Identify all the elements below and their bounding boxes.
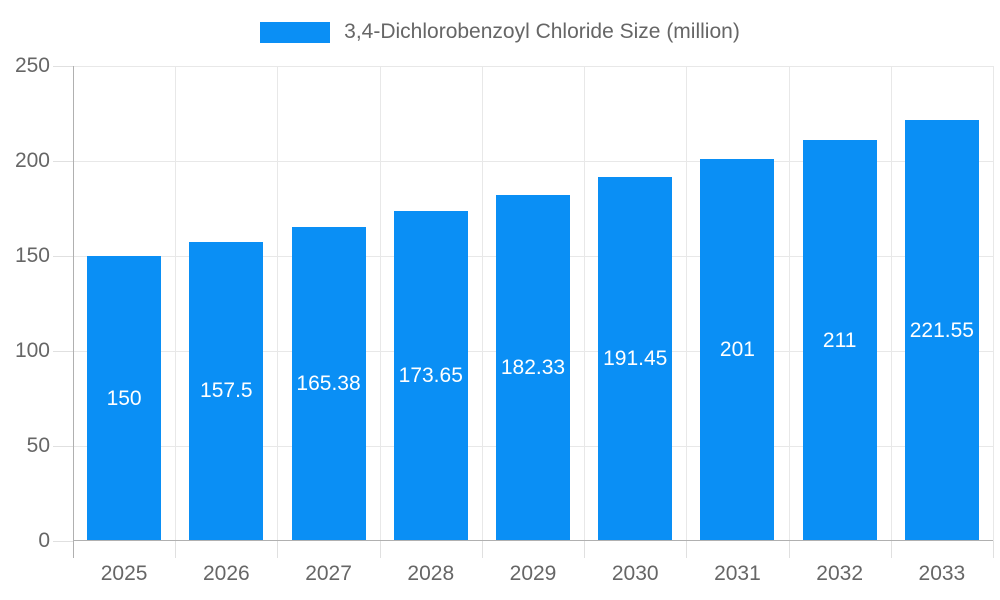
y-tick-label: 0 — [38, 529, 50, 552]
y-tick-label: 50 — [26, 434, 50, 457]
gridline-vertical — [686, 66, 688, 541]
x-tick-mark — [584, 541, 586, 558]
bar-value-label: 165.38 — [296, 371, 361, 395]
y-tick-label: 150 — [14, 244, 50, 267]
bar-value-label: 182.33 — [500, 355, 566, 379]
x-tick-mark — [175, 541, 177, 558]
bar-2029[interactable]: 182.33 — [496, 194, 570, 541]
bar-value-label: 201 — [719, 338, 755, 362]
y-tick-label: 200 — [14, 149, 50, 172]
gridline-vertical — [379, 66, 381, 541]
gridline-vertical — [175, 66, 177, 541]
x-tick-label: 2033 — [918, 562, 966, 585]
x-tick-label: 2027 — [305, 562, 352, 585]
bar-2028[interactable]: 173.65 — [393, 211, 468, 541]
x-tick-label: 2028 — [407, 562, 455, 585]
x-tick-mark — [686, 541, 688, 558]
legend[interactable]: 3,4-Dichlorobenzoyl Chloride Size (milli… — [0, 20, 1000, 44]
gridline-vertical — [481, 66, 483, 541]
bar-value-label: 191.45 — [603, 347, 668, 371]
bar-value-label: 157.5 — [200, 379, 253, 403]
y-tick-mark — [53, 351, 73, 352]
x-tick-label: 2030 — [611, 562, 659, 585]
y-tick-mark — [53, 161, 73, 162]
y-tick-mark — [53, 66, 73, 67]
x-tick-mark — [993, 541, 994, 558]
y-tick-mark — [53, 446, 73, 447]
y-axis-line — [73, 66, 74, 558]
gridline-vertical — [788, 66, 790, 541]
bar-value-label: 150 — [106, 386, 142, 410]
gridline-vertical — [993, 66, 994, 541]
bar-2030[interactable]: 191.45 — [598, 177, 673, 541]
x-tick-label: 2029 — [509, 562, 557, 585]
y-tick-mark — [53, 541, 73, 542]
y-tick-label: 250 — [14, 54, 50, 77]
y-tick-mark — [53, 256, 73, 257]
x-tick-label: 2031 — [714, 562, 761, 585]
x-axis-line — [73, 540, 993, 541]
x-tick-label: 2032 — [816, 562, 864, 585]
gridline-vertical — [890, 66, 892, 541]
bar-2033[interactable]: 221.55 — [904, 120, 979, 541]
x-tick-mark — [890, 541, 892, 558]
x-tick-label: 2025 — [100, 562, 148, 585]
bar-2027[interactable]: 165.38 — [291, 226, 366, 541]
bar-2025[interactable]: 150 — [87, 256, 162, 541]
plot-area: 0 50 100 150 200 250 150 2025 157.5 2026 165.38 202… — [15, 55, 994, 585]
x-tick-mark — [481, 541, 483, 558]
gridline-vertical — [584, 66, 586, 541]
gridline-vertical — [277, 66, 279, 541]
gridline-horizontal — [73, 66, 993, 67]
bar-value-label: 221.55 — [909, 318, 974, 342]
bar-value-label: 173.65 — [398, 364, 463, 388]
legend-label: 3,4-Dichlorobenzoyl Chloride Size (milli… — [344, 20, 740, 43]
bar-2032[interactable]: 211 — [802, 140, 877, 541]
bar-value-label: 211 — [822, 328, 857, 352]
x-tick-mark — [788, 541, 790, 558]
x-tick-label: 2026 — [202, 562, 250, 585]
x-tick-mark — [379, 541, 381, 558]
bar-2031[interactable]: 201 — [700, 159, 775, 541]
bar-2026[interactable]: 157.5 — [189, 241, 264, 541]
gridline-horizontal — [73, 161, 993, 162]
x-tick-mark — [277, 541, 279, 558]
y-tick-label: 100 — [14, 339, 50, 362]
legend-swatch — [260, 21, 331, 43]
